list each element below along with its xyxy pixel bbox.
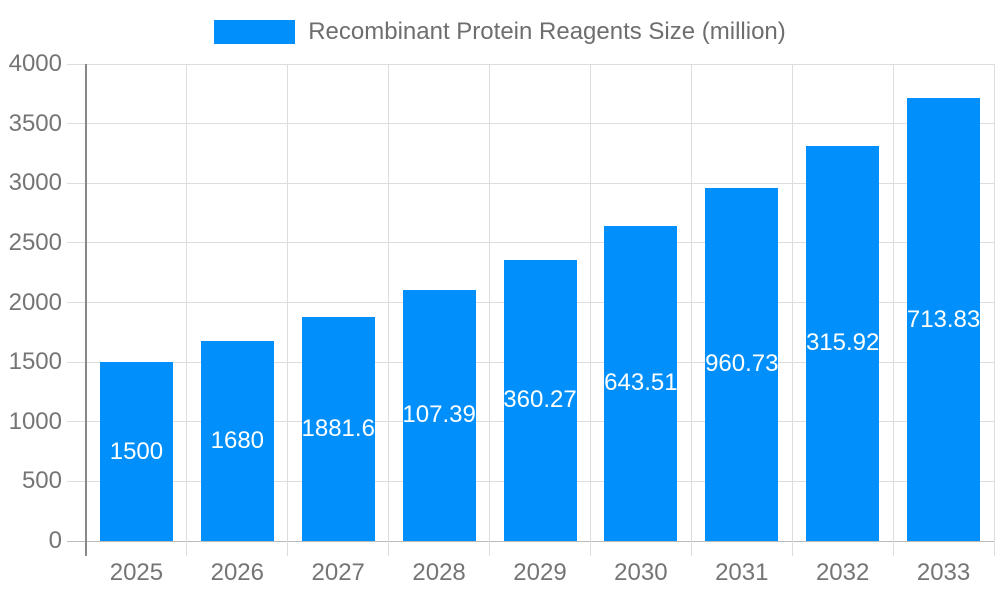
bar-value-label: 1680 (210, 426, 265, 454)
x-tick-label: 2033 (916, 559, 971, 586)
bar-value-label: 107.39 (402, 401, 476, 429)
x-tick-label: 2025 (109, 559, 164, 586)
bar-value-label: 960.73 (705, 350, 779, 378)
gridline-horizontal (67, 63, 994, 65)
y-tick-label: 3000 (8, 169, 62, 197)
gridline-horizontal (67, 123, 994, 125)
bar-value-label: 643.51 (604, 369, 678, 397)
bar-value-label: 315.92 (806, 329, 880, 357)
y-tick-label: 500 (21, 467, 62, 495)
bar[interactable]: 643.51 (604, 225, 678, 541)
y-tick-label: 3500 (8, 109, 62, 137)
y-tick-label: 1000 (8, 407, 62, 435)
gridline-vertical (993, 64, 995, 556)
bar[interactable]: 315.92 (806, 145, 880, 541)
x-tick-label: 2030 (614, 559, 668, 586)
bar[interactable]: 107.39 (402, 289, 476, 541)
gridline-vertical (892, 64, 894, 556)
x-tick-label: 2032 (815, 559, 870, 586)
y-axis-line (85, 64, 87, 556)
x-tick-label: 2028 (412, 559, 466, 586)
legend-swatch[interactable] (214, 20, 296, 44)
gridline-vertical (690, 64, 692, 556)
bar[interactable]: 960.73 (705, 187, 779, 541)
bar[interactable]: 360.27 (503, 259, 577, 541)
gridline-vertical (791, 64, 793, 556)
gridline-vertical (589, 64, 591, 556)
y-tick-label: 0 (48, 527, 62, 554)
bar[interactable]: 1680 (200, 340, 274, 541)
x-tick-label: 2031 (715, 559, 769, 586)
bar-value-label: 1500 (109, 437, 164, 465)
bar[interactable]: 1881.6 (301, 316, 375, 541)
bar-value-label: 360.27 (503, 386, 577, 414)
gridline-vertical (489, 64, 491, 556)
gridline-vertical (186, 64, 188, 556)
bar[interactable]: 713.83 (907, 98, 981, 541)
bar-value-label: 1881.6 (301, 414, 375, 442)
legend-label: Recombinant Protein Reagents Size (milli… (308, 18, 786, 45)
bar[interactable]: 1500 (99, 362, 173, 541)
bar-value-label: 713.83 (907, 305, 981, 333)
gridline-vertical (388, 64, 390, 556)
x-tick-label: 2027 (311, 559, 365, 586)
gridline-vertical (287, 64, 289, 556)
gridline-horizontal (67, 242, 994, 244)
x-tick-label: 2029 (513, 559, 567, 586)
gridline-horizontal (67, 182, 994, 184)
x-tick-label: 2026 (210, 559, 264, 586)
legend[interactable]: Recombinant Protein Reagents Size (milli… (0, 18, 1000, 45)
y-tick-label: 2500 (8, 228, 62, 256)
plot-area: 0 500 1000 1500 2000 2500 3000 3500 4000 1500 2025… (9, 50, 995, 586)
x-axis-baseline (67, 540, 994, 542)
y-tick-label: 4000 (8, 50, 62, 77)
y-tick-label: 2000 (8, 288, 62, 316)
y-tick-label: 1500 (8, 348, 62, 376)
